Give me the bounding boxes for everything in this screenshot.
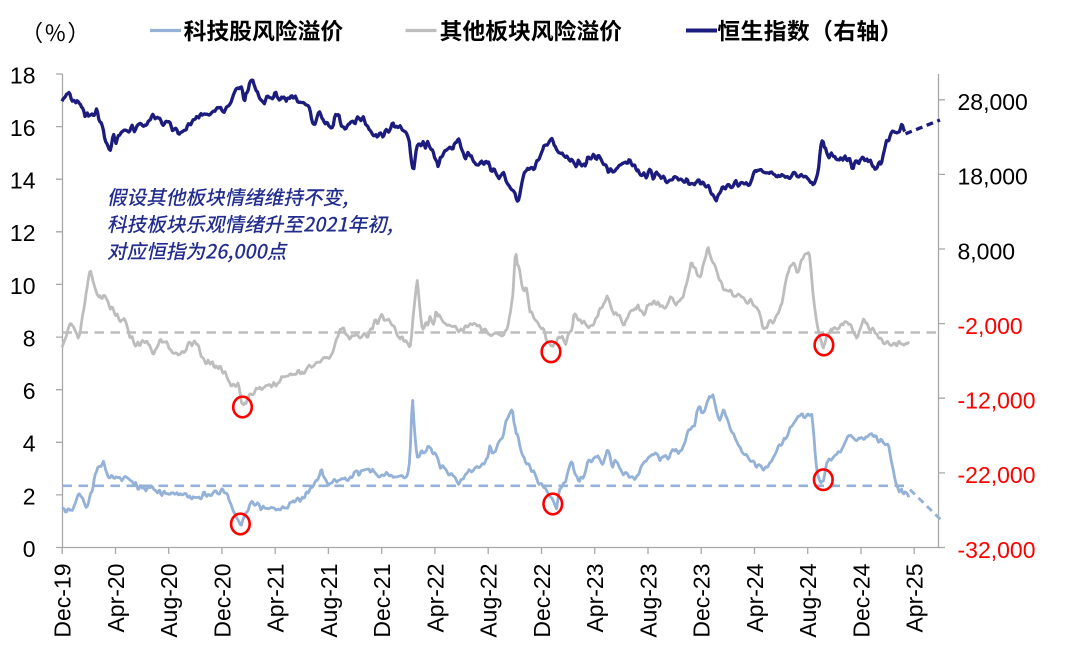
svg-text:Aug-24: Aug-24 [795, 563, 821, 637]
svg-text:Dec-22: Dec-22 [529, 564, 555, 638]
svg-text:Dec-19: Dec-19 [50, 564, 76, 638]
svg-text:-2,000: -2,000 [958, 313, 1023, 339]
svg-text:16: 16 [10, 115, 36, 141]
svg-text:Apr-22: Apr-22 [422, 564, 448, 633]
svg-text:28,000: 28,000 [958, 89, 1028, 115]
svg-text:10: 10 [10, 273, 36, 299]
svg-text:0: 0 [23, 536, 36, 562]
svg-text:8,000: 8,000 [958, 238, 1016, 264]
svg-text:-22,000: -22,000 [958, 462, 1036, 488]
svg-text:14: 14 [10, 168, 36, 194]
svg-text:2: 2 [23, 483, 36, 509]
svg-text:Aug-21: Aug-21 [316, 564, 342, 638]
svg-text:12: 12 [10, 220, 36, 246]
svg-text:Aug-22: Aug-22 [476, 564, 502, 638]
svg-text:18: 18 [10, 62, 36, 88]
svg-text:8: 8 [23, 326, 36, 352]
svg-text:Dec-21: Dec-21 [369, 564, 395, 638]
svg-text:-12,000: -12,000 [958, 388, 1036, 414]
svg-text:Apr-23: Apr-23 [582, 564, 608, 633]
svg-text:Apr-20: Apr-20 [103, 564, 129, 633]
svg-text:-32,000: -32,000 [958, 537, 1036, 563]
svg-text:Apr-25: Apr-25 [902, 564, 928, 633]
svg-text:18,000: 18,000 [958, 164, 1028, 190]
svg-text:Dec-20: Dec-20 [209, 564, 235, 638]
svg-text:6: 6 [23, 378, 36, 404]
svg-text:4: 4 [23, 431, 36, 457]
svg-text:Dec-23: Dec-23 [689, 564, 715, 638]
svg-text:Apr-24: Apr-24 [742, 563, 768, 632]
svg-text:Dec-24: Dec-24 [848, 563, 874, 637]
svg-text:Apr-21: Apr-21 [263, 564, 289, 633]
svg-text:Aug-23: Aug-23 [635, 564, 661, 638]
svg-text:Aug-20: Aug-20 [156, 564, 182, 638]
